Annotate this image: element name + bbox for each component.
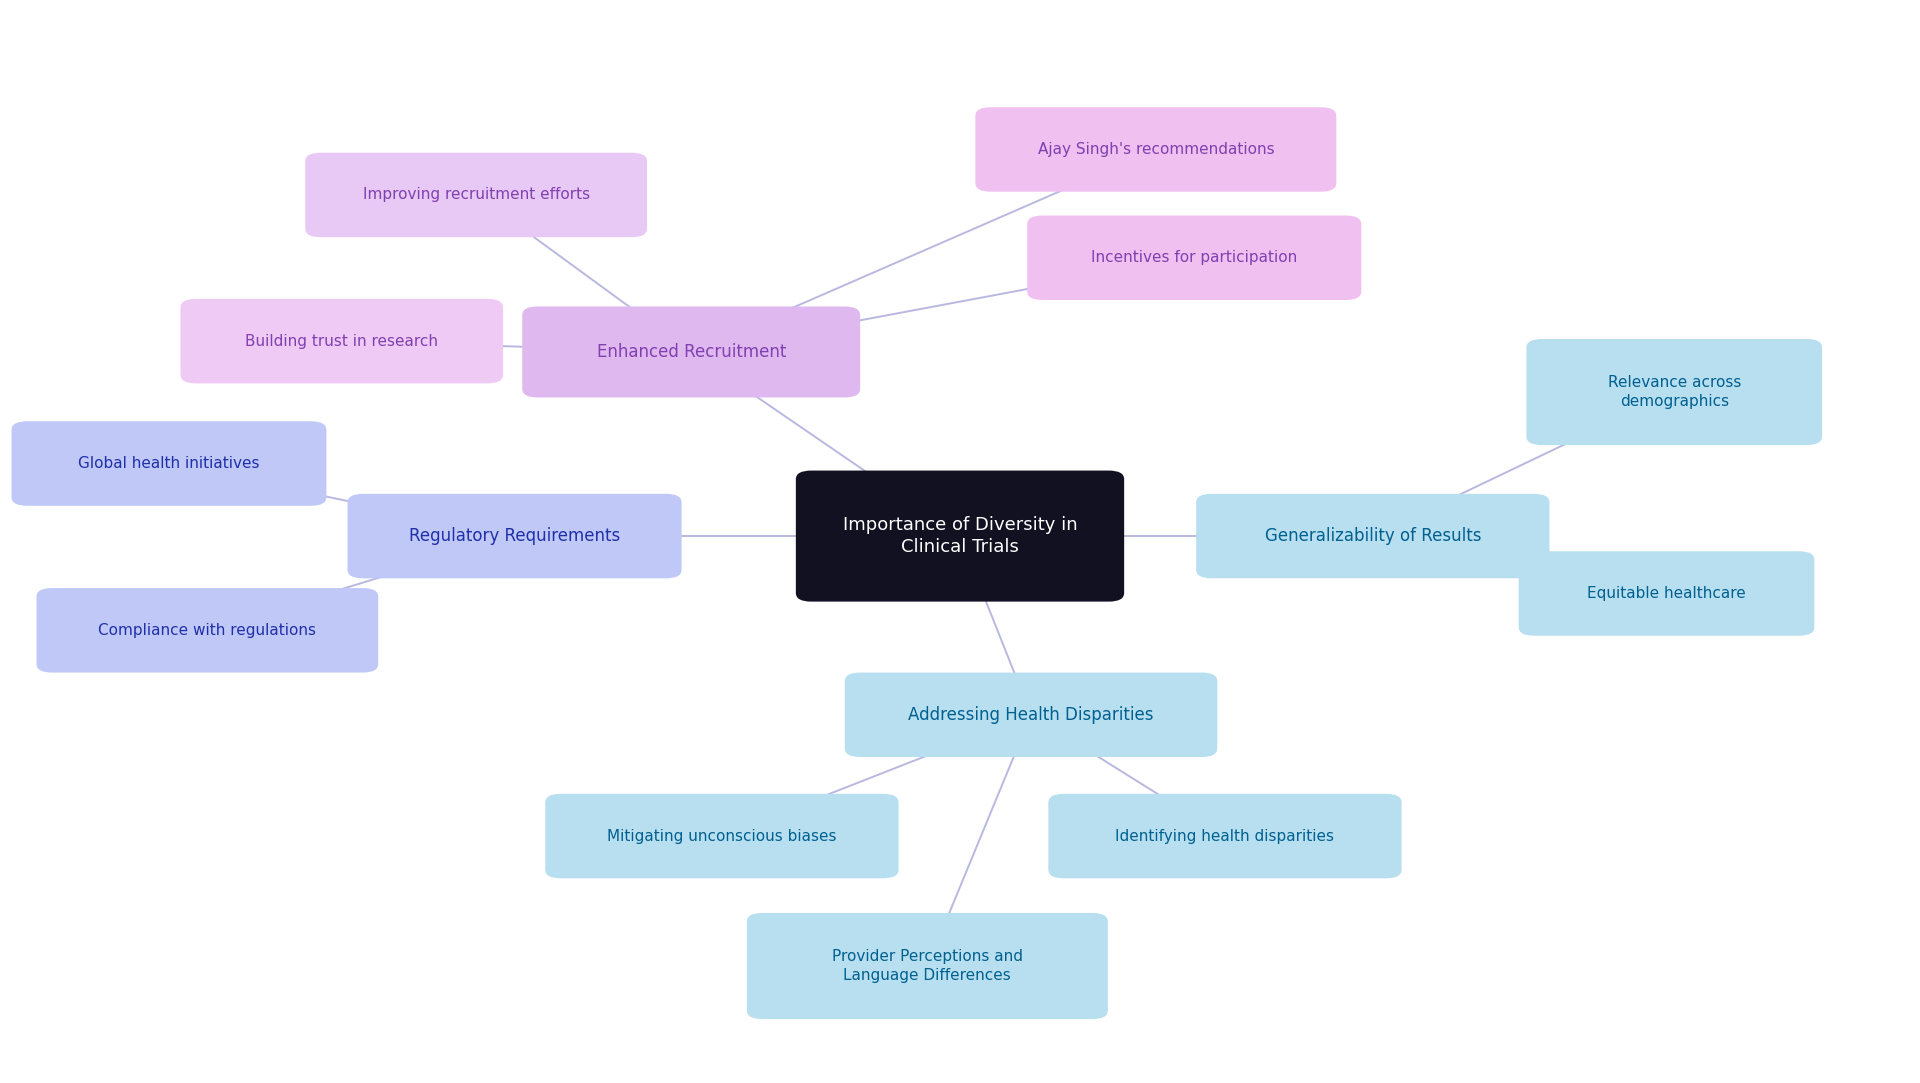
FancyBboxPatch shape: [1027, 216, 1361, 300]
Text: Ajay Singh's recommendations: Ajay Singh's recommendations: [1037, 142, 1275, 157]
FancyBboxPatch shape: [305, 153, 647, 237]
FancyBboxPatch shape: [545, 794, 899, 878]
Text: Equitable healthcare: Equitable healthcare: [1588, 586, 1745, 601]
FancyBboxPatch shape: [975, 107, 1336, 192]
FancyBboxPatch shape: [747, 913, 1108, 1019]
FancyBboxPatch shape: [348, 494, 682, 578]
FancyBboxPatch shape: [1048, 794, 1402, 878]
Text: Generalizability of Results: Generalizability of Results: [1265, 527, 1480, 545]
FancyBboxPatch shape: [36, 588, 378, 673]
FancyBboxPatch shape: [795, 470, 1123, 602]
Text: Compliance with regulations: Compliance with regulations: [98, 623, 317, 638]
FancyBboxPatch shape: [1526, 339, 1822, 445]
Text: Enhanced Recruitment: Enhanced Recruitment: [597, 343, 785, 361]
FancyBboxPatch shape: [845, 673, 1217, 757]
Text: Provider Perceptions and
Language Differences: Provider Perceptions and Language Differ…: [831, 949, 1023, 983]
FancyBboxPatch shape: [1196, 494, 1549, 578]
Text: Relevance across
demographics: Relevance across demographics: [1607, 375, 1741, 409]
FancyBboxPatch shape: [180, 299, 503, 383]
FancyBboxPatch shape: [1519, 551, 1814, 636]
FancyBboxPatch shape: [12, 421, 326, 506]
FancyBboxPatch shape: [522, 306, 860, 397]
Text: Incentives for participation: Incentives for participation: [1091, 250, 1298, 265]
Text: Global health initiatives: Global health initiatives: [79, 456, 259, 471]
Text: Importance of Diversity in
Clinical Trials: Importance of Diversity in Clinical Tria…: [843, 516, 1077, 557]
Text: Mitigating unconscious biases: Mitigating unconscious biases: [607, 828, 837, 844]
Text: Improving recruitment efforts: Improving recruitment efforts: [363, 187, 589, 203]
Text: Building trust in research: Building trust in research: [246, 334, 438, 349]
Text: Addressing Health Disparities: Addressing Health Disparities: [908, 706, 1154, 723]
Text: Regulatory Requirements: Regulatory Requirements: [409, 527, 620, 545]
Text: Identifying health disparities: Identifying health disparities: [1116, 828, 1334, 844]
